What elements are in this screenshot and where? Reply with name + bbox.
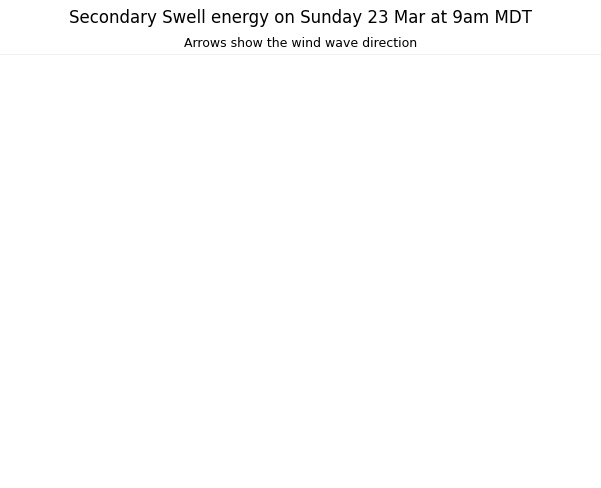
Text: cartopy required: cartopy required: [243, 265, 358, 279]
Text: Secondary Swell energy on Sunday 23 Mar at 9am MDT: Secondary Swell energy on Sunday 23 Mar …: [69, 9, 532, 27]
Text: Arrows show the wind wave direction: Arrows show the wind wave direction: [184, 37, 417, 50]
